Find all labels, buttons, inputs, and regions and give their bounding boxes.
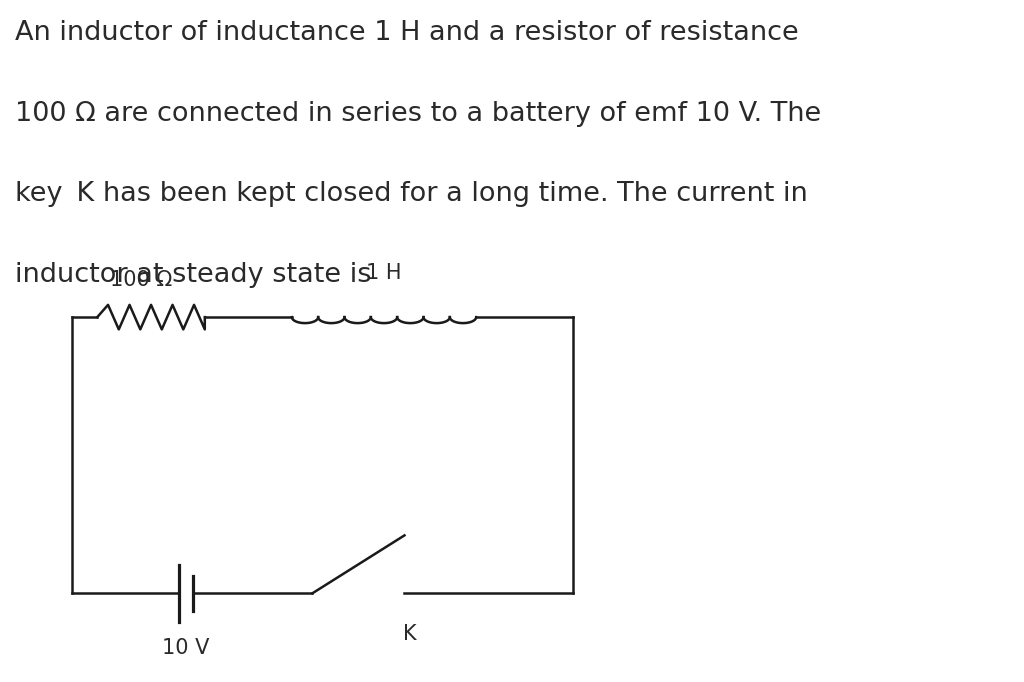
Text: key  K has been kept closed for a long time. The current in: key K has been kept closed for a long ti… <box>15 181 808 207</box>
Text: 100 Ω: 100 Ω <box>110 270 172 290</box>
Text: K: K <box>402 624 417 644</box>
Text: An inductor of inductance 1 H and a resistor of resistance: An inductor of inductance 1 H and a resi… <box>15 20 799 46</box>
Text: inductor at steady state is: inductor at steady state is <box>15 262 372 288</box>
Text: 100 Ω are connected in series to a battery of emf 10 V. The: 100 Ω are connected in series to a batte… <box>15 101 821 127</box>
Text: 1 H: 1 H <box>367 263 401 283</box>
Text: 10 V: 10 V <box>162 638 210 657</box>
